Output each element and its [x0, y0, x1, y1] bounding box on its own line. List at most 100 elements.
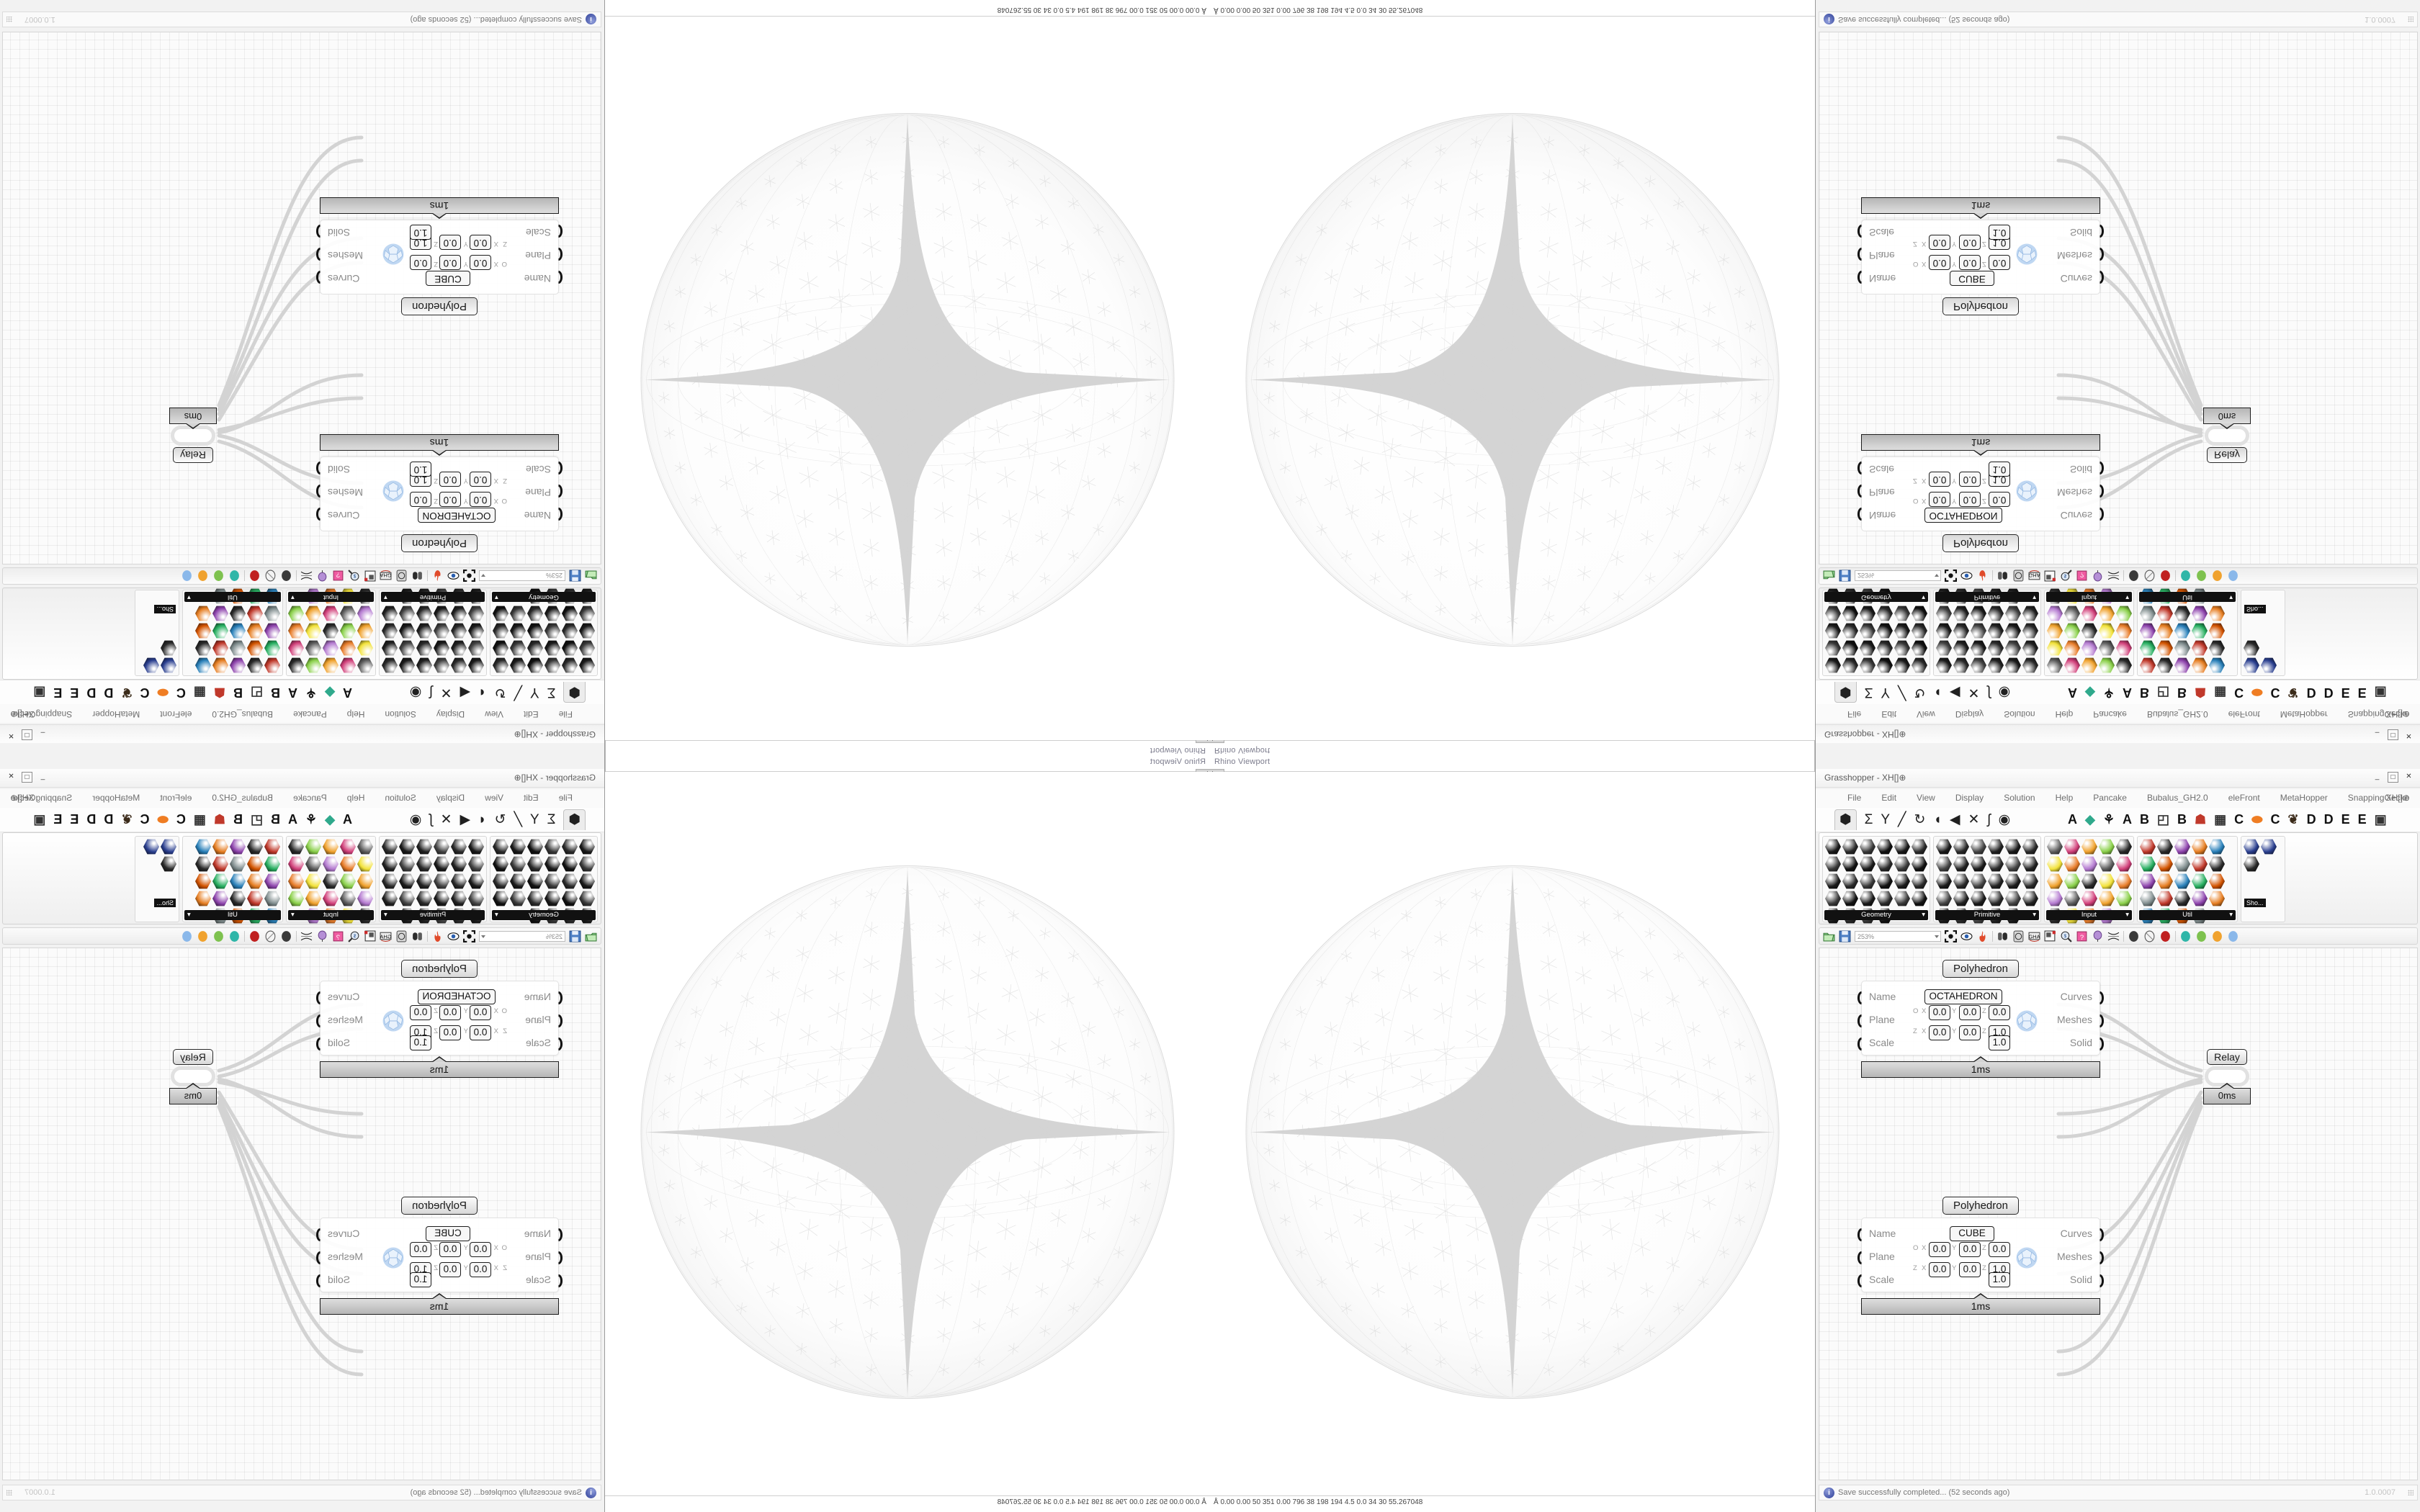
ribbon-component-icon[interactable] [195, 640, 211, 656]
ribbon-tab-left-3[interactable]: ╱ [514, 685, 522, 701]
ribbon-component-icon[interactable] [1894, 856, 1910, 872]
ribbon-component-icon[interactable] [1842, 606, 1858, 621]
ribbon-component-icon[interactable] [143, 839, 159, 855]
zaxis-x-field[interactable]: 0.0 [1929, 1262, 1950, 1277]
ribbon-component-icon[interactable] [527, 640, 543, 656]
ribbon-tab-left-4[interactable]: ↻ [494, 811, 506, 827]
input-nub-scale[interactable] [555, 462, 563, 474]
menu-item-pancake[interactable]: Pancake [293, 709, 327, 719]
ribbon-component-icon[interactable] [2192, 640, 2208, 656]
menu-item-elefront[interactable]: eleFront [2228, 709, 2260, 719]
component-relay[interactable]: Relay 0ms [2201, 408, 2253, 463]
ribbon-component-icon[interactable] [2192, 856, 2208, 872]
input-nub-scale[interactable] [1857, 462, 1865, 474]
ribbon-component-icon[interactable] [510, 839, 526, 855]
ribbon-component-icon[interactable] [562, 623, 578, 639]
ribbon-component-icon[interactable] [1825, 839, 1841, 855]
chevron-down-icon[interactable]: ▾ [384, 593, 387, 601]
ribbon-component-icon[interactable] [305, 891, 321, 906]
preview-eye-icon[interactable] [1960, 930, 1973, 942]
menu-item-file[interactable]: File [558, 793, 573, 803]
input-nub-plane[interactable] [555, 248, 563, 261]
ribbon-component-icon[interactable] [579, 856, 595, 872]
open-file-icon[interactable] [1823, 930, 1835, 942]
rhino-viewport-canvas[interactable] [605, 772, 1210, 1495]
ribbon-component-icon[interactable] [1936, 640, 1952, 656]
ribbon-component-icon[interactable] [305, 606, 321, 621]
grasshopper-canvas[interactable]: Polyhedron Name Plane Scale OCTAHEDRON O… [1819, 948, 2418, 1480]
ribbon-component-icon[interactable] [382, 856, 398, 872]
ribbon-component-icon[interactable] [212, 657, 228, 673]
ribbon-component-icon[interactable] [399, 606, 415, 621]
ribbon-component-icon[interactable] [323, 606, 339, 621]
menu-item-elefront[interactable]: eleFront [2228, 793, 2260, 803]
ribbon-tab-left-6[interactable]: ◀ [1949, 685, 1960, 701]
profiler-icon[interactable] [395, 570, 408, 582]
ribbon-tab-right-4[interactable]: B [2139, 812, 2149, 827]
ribbon-component-icon[interactable] [264, 606, 280, 621]
ribbon-tab-left-8[interactable]: ʃ [429, 811, 433, 827]
chevron-down-icon[interactable] [1935, 935, 1939, 938]
chevron-down-icon[interactable]: ▾ [187, 593, 191, 601]
ribbon-tab-left-7[interactable]: ✕ [440, 685, 452, 701]
ribbon-component-icon[interactable] [2116, 839, 2132, 855]
ribbon-tab-right-8[interactable]: ▦ [193, 685, 206, 700]
ribbon-component-icon[interactable] [562, 891, 578, 906]
bake-icon[interactable] [2044, 570, 2056, 582]
ribbon-tab-right-5[interactable]: ◰ [2156, 685, 2169, 700]
output-nub-curves[interactable] [316, 991, 324, 1004]
ribbon-component-icon[interactable] [2099, 891, 2115, 906]
ribbon-tab-right-4[interactable]: B [271, 812, 281, 827]
menu-item-edit[interactable]: Edit [523, 709, 539, 719]
chevron-down-icon[interactable]: ▾ [291, 593, 295, 601]
name-value-field[interactable]: OCTAHEDRON [418, 989, 496, 1004]
ribbon-tab-left-4[interactable]: ↻ [1914, 685, 1926, 701]
ribbon-component-icon[interactable] [1936, 891, 1952, 906]
component-body[interactable]: Name Plane Scale CUBE O X 0.0 Y 0.0 Z 0.… [320, 220, 559, 294]
menu-item-solution[interactable]: Solution [2004, 709, 2035, 719]
ribbon-component-icon[interactable] [305, 623, 321, 639]
ribbon-component-icon[interactable] [493, 891, 508, 906]
ribbon-panel-label-geometry[interactable]: Geometry ▾ [1824, 592, 1928, 602]
ribbon-component-icon[interactable] [493, 657, 508, 673]
input-nub-plane[interactable] [1857, 485, 1865, 498]
ribbon-component-icon[interactable] [212, 606, 228, 621]
ribbon-component-icon[interactable] [527, 623, 543, 639]
ribbon-panel-label-geometry[interactable]: Geometry ▾ [492, 592, 596, 602]
ribbon-tab-right-9[interactable]: C [176, 685, 186, 700]
ribbon-component-icon[interactable] [2005, 873, 2021, 889]
preview-eye-icon[interactable] [447, 570, 460, 582]
maximize-button[interactable]: □ [2388, 729, 2398, 740]
component-body[interactable]: Name Plane Scale OCTAHEDRON O X 0.0 Y 0.… [1861, 981, 2100, 1056]
ribbon-tab-left-7[interactable]: ✕ [1968, 811, 1980, 827]
profiler-icon[interactable] [2012, 570, 2025, 582]
ribbon-component-icon[interactable] [2005, 640, 2021, 656]
ribbon-component-icon[interactable] [416, 606, 432, 621]
ribbon-component-icon[interactable] [2140, 640, 2156, 656]
ribbon-component-icon[interactable] [264, 856, 280, 872]
ribbon-component-icon[interactable] [357, 839, 373, 855]
menu-item-metahopper[interactable]: MetaHopper [2280, 793, 2328, 803]
mesh-quality-icon[interactable] [2179, 930, 2192, 942]
ribbon-component-icon[interactable] [1912, 623, 1927, 639]
ribbon-component-icon[interactable] [1894, 873, 1910, 889]
output-nub-solid[interactable] [316, 225, 324, 238]
ribbon-tab-right-1[interactable]: ◆ [325, 812, 335, 827]
scale-value-field[interactable]: 1.0 [410, 225, 431, 240]
ribbon-tab-right-17[interactable]: ▣ [2374, 685, 2387, 700]
save-icon[interactable] [569, 570, 581, 582]
grasshopper-titlebar[interactable]: Grasshopper - XH[]⊕ _ □ ✕ [1816, 724, 2420, 743]
ribbon-component-icon[interactable] [1860, 891, 1876, 906]
ribbon-tab-right-3[interactable]: A [288, 685, 298, 700]
zoom-level-input[interactable]: 253% [479, 570, 565, 582]
ribbon-component-icon[interactable] [2157, 891, 2173, 906]
origin-z-field[interactable]: 0.0 [1989, 1005, 2010, 1020]
origin-y-field[interactable]: 0.0 [1959, 1005, 1981, 1020]
ribbon-tab-right-7[interactable]: ☗ [213, 685, 225, 700]
ribbon-panel-label-primitive[interactable]: Primitive ▾ [1935, 592, 2039, 602]
ribbon-component-icon[interactable] [288, 856, 304, 872]
ribbon-component-icon[interactable] [1877, 839, 1893, 855]
chevron-down-icon[interactable]: ▾ [1922, 593, 1925, 601]
output-nub-solid[interactable] [316, 1038, 324, 1050]
chevron-down-icon[interactable]: ▾ [2033, 593, 2036, 601]
